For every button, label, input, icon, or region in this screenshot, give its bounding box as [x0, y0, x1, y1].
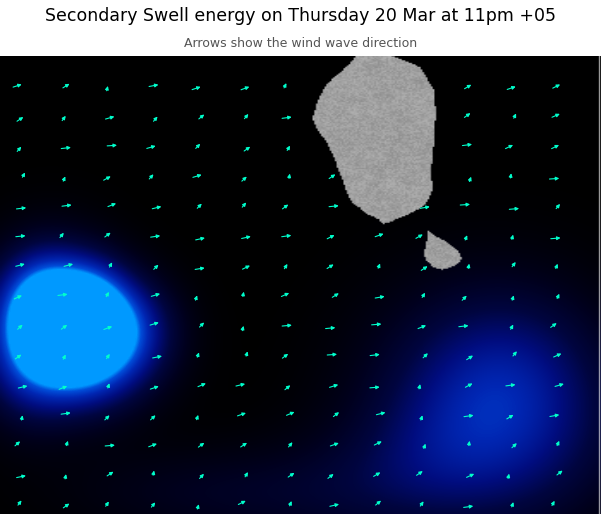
Text: Arrows show the wind wave direction: Arrows show the wind wave direction [184, 37, 417, 50]
Text: Secondary Swell energy on Thursday 20 Mar at 11pm +05: Secondary Swell energy on Thursday 20 Ma… [45, 7, 556, 25]
